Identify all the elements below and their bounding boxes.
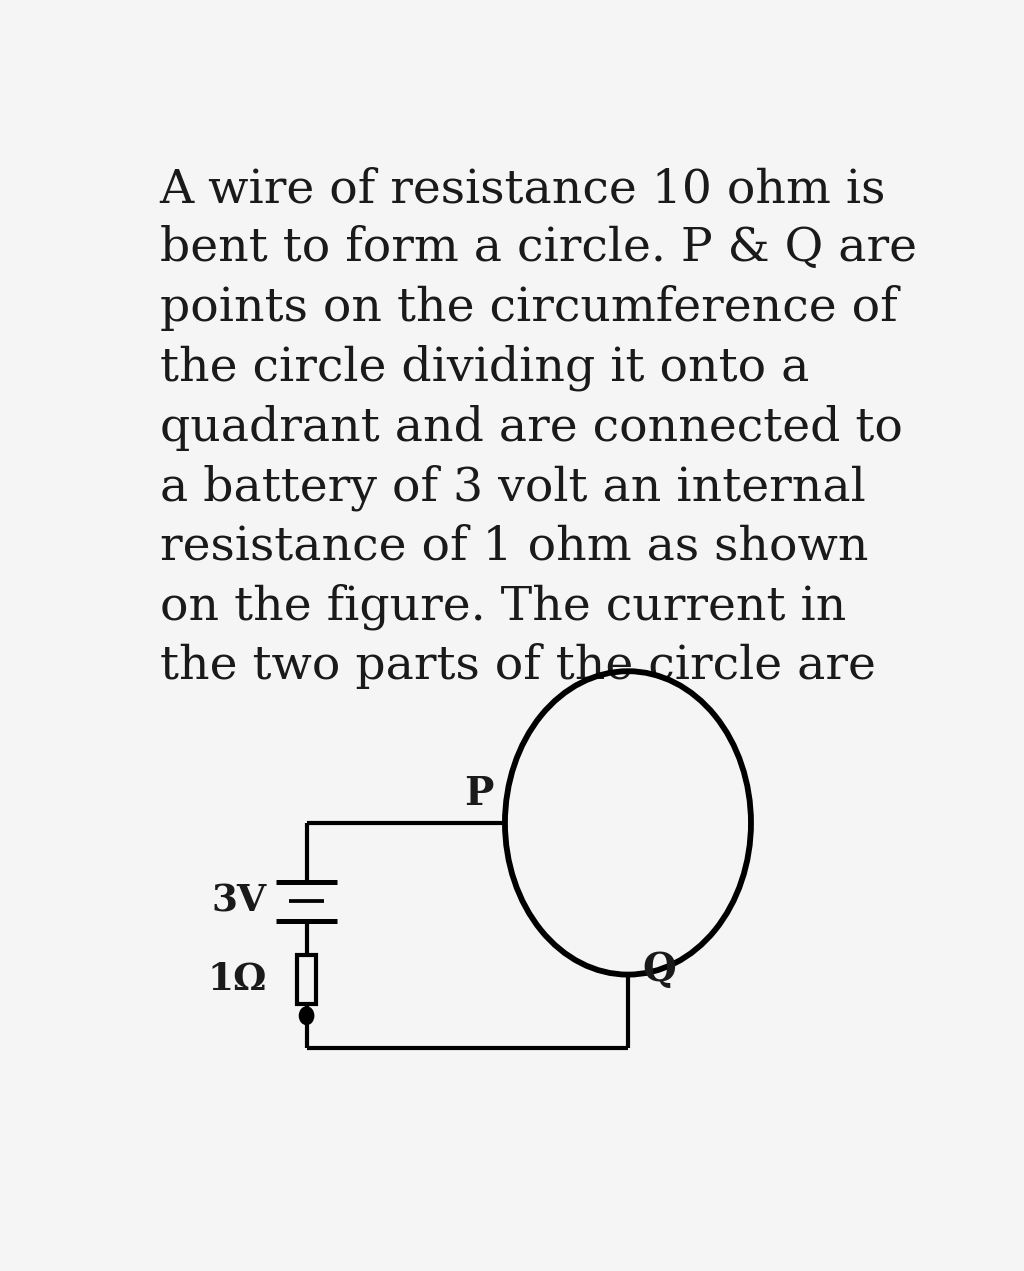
Text: A wire of resistance 10 ohm is
bent to form a circle. P & Q are
points on the ci: A wire of resistance 10 ohm is bent to f… — [160, 168, 916, 689]
Text: P: P — [464, 775, 494, 813]
Circle shape — [299, 1007, 313, 1024]
Text: 3V: 3V — [212, 882, 267, 920]
Text: 1Ω: 1Ω — [208, 961, 267, 998]
Bar — [297, 955, 316, 1004]
Text: Q: Q — [642, 951, 676, 989]
